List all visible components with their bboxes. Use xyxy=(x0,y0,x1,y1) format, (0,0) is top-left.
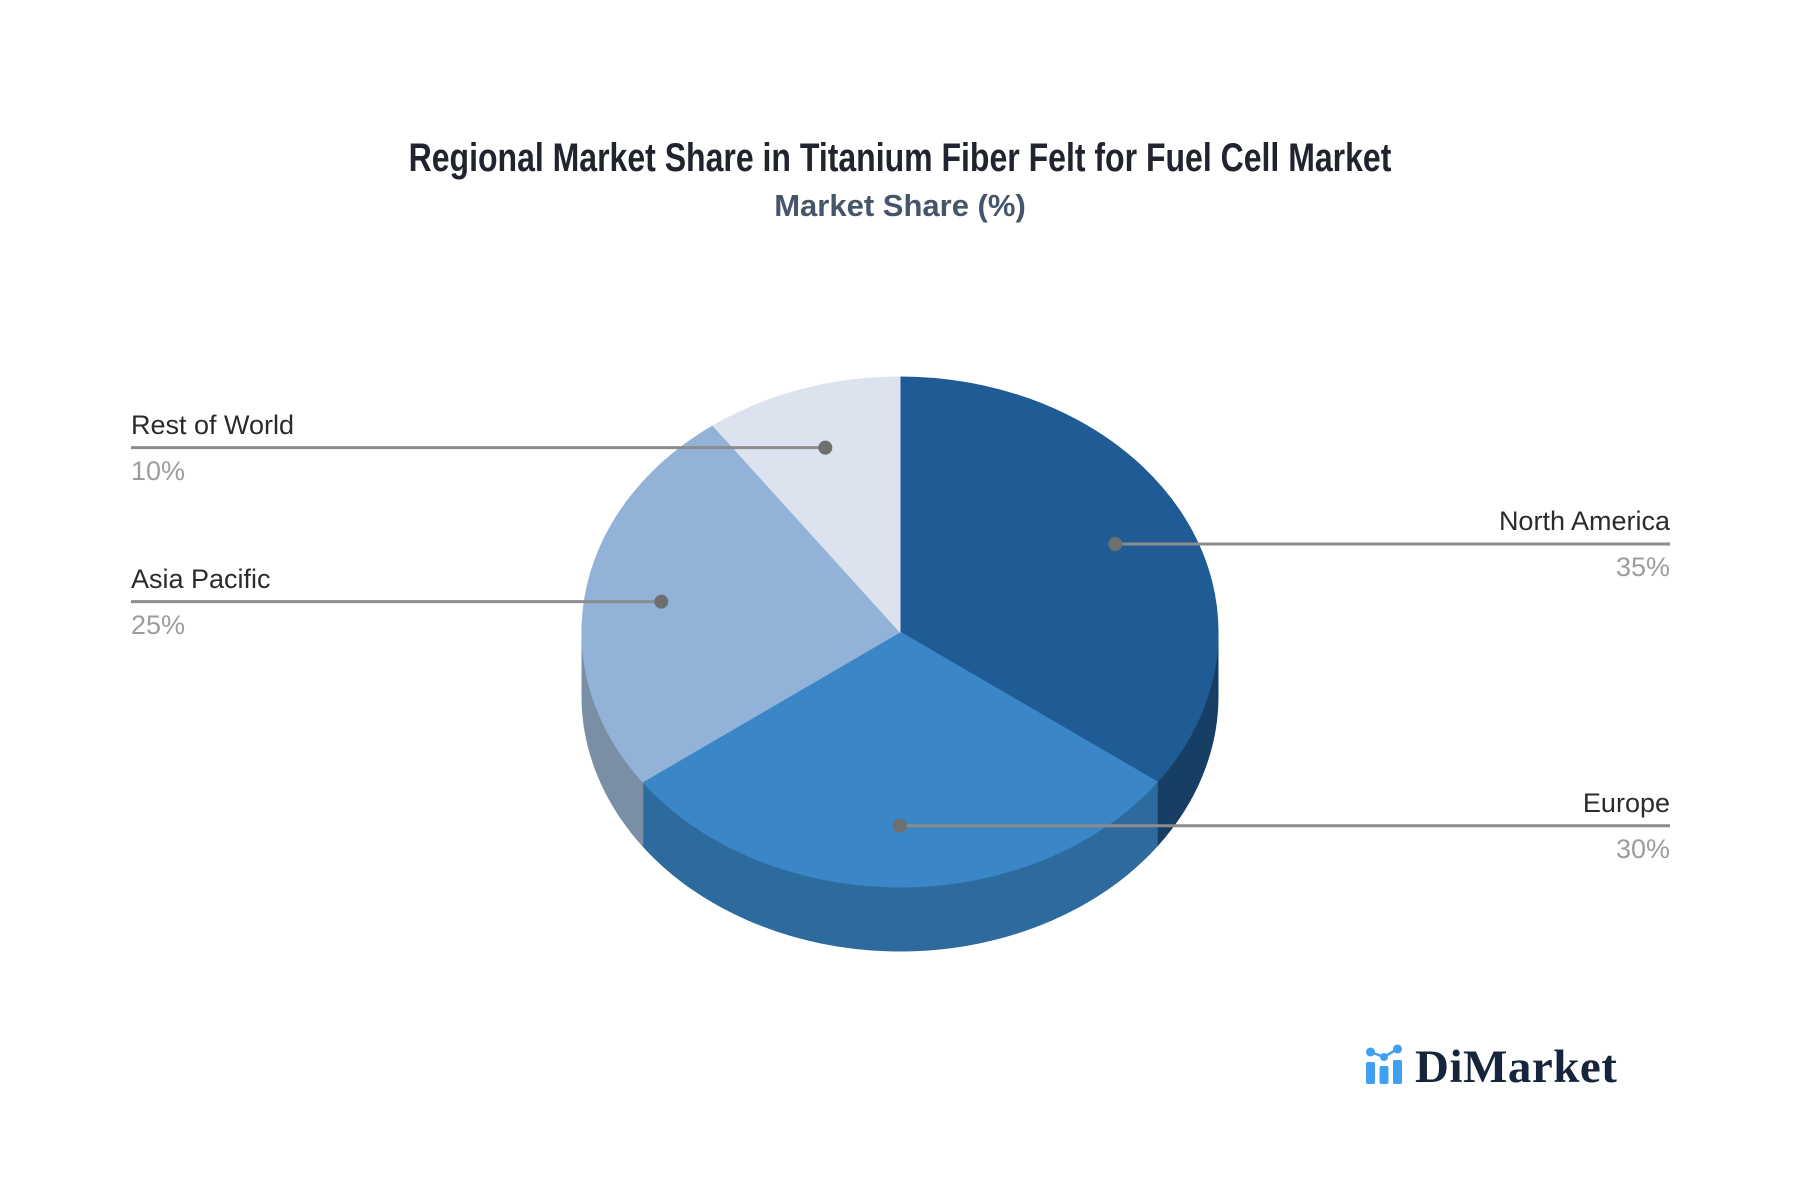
pie-slice-top xyxy=(641,631,1159,888)
chart-subtitle: Market Share (%) xyxy=(774,188,1026,223)
connector-dot xyxy=(893,818,907,833)
pie-slice-rest-of-world[interactable] xyxy=(712,376,901,634)
slice-label-north-america: North America xyxy=(1498,506,1670,537)
connector-dot xyxy=(654,594,669,609)
chart-title: Regional Market Share in Titanium Fiber … xyxy=(408,136,1392,180)
pie-slice-top xyxy=(712,376,901,634)
pie-slice-asia-pacific[interactable] xyxy=(581,425,901,848)
pie-slice-top xyxy=(581,425,901,783)
pie-slice-top xyxy=(899,376,1219,783)
connector-dot xyxy=(818,440,833,455)
slice-label-asia-pacific: Asia Pacific xyxy=(131,563,271,594)
brand-logo: DiMarket xyxy=(1364,1044,1617,1091)
pie-slice-north-america[interactable] xyxy=(899,376,1219,848)
slice-pct-asia-pacific: 25% xyxy=(131,609,186,640)
slice-pct-europe: 30% xyxy=(1615,833,1670,864)
slice-pct-rest-of-world: 10% xyxy=(131,455,186,486)
slice-label-europe: Europe xyxy=(1582,787,1670,818)
slice-label-rest-of-world: Rest of World xyxy=(131,409,295,440)
pie-slice-europe[interactable] xyxy=(641,631,1159,952)
brand-logo-text: DiMarket xyxy=(1415,1041,1618,1093)
connector-dot xyxy=(1108,537,1123,552)
slice-pct-north-america: 35% xyxy=(1615,552,1670,583)
bar-line-chart-icon xyxy=(1366,1044,1402,1084)
